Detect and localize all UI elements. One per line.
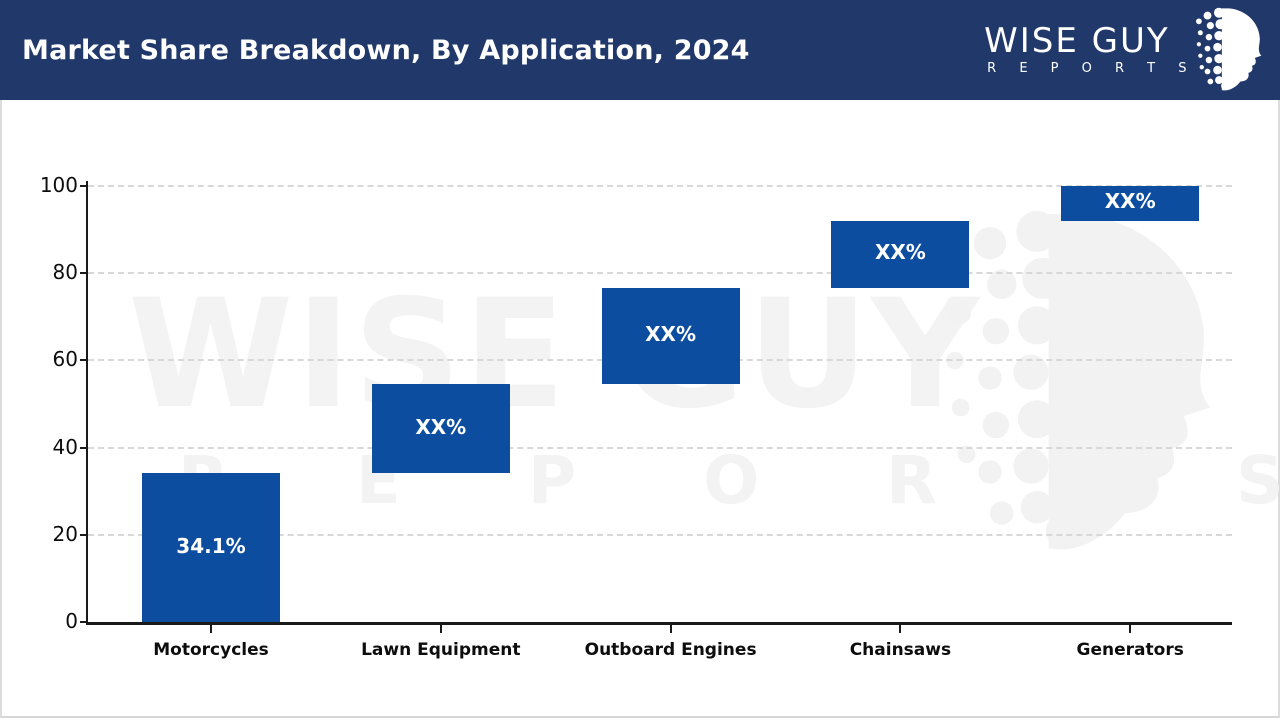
y-axis-label-40: 40 — [52, 434, 78, 459]
y-axis-tick-0 — [80, 621, 88, 623]
gridline-40 — [88, 446, 1232, 449]
x-axis-line — [86, 622, 1232, 625]
category-label-chainsaws: Chainsaws — [849, 640, 952, 660]
gridline-100 — [88, 185, 1232, 187]
bar-motorcycles — [142, 473, 280, 622]
y-axis-label-100: 100 — [39, 173, 78, 197]
page-title: Market Share Breakdown, By Application, … — [22, 34, 750, 66]
app-header: Market Share Breakdown, By Application, … — [0, 0, 1280, 100]
x-axis-tick-chainsaws — [899, 625, 902, 633]
gridline-20 — [88, 533, 1232, 536]
y-axis-tick-20 — [80, 533, 88, 536]
watermark-wordmark: WISE GUY — [128, 268, 982, 442]
wise-guy-logo: WISE GUY R E P O R T S — [984, 6, 1268, 94]
bar-label-generators: XX% — [1104, 189, 1156, 214]
y-axis-label-80: 80 — [52, 260, 78, 285]
gridline-80 — [88, 272, 1232, 275]
logo-wordmark: WISE GUY R E P O R T S — [984, 21, 1196, 76]
logo-wordmark-line1: WISE GUY — [984, 21, 1170, 62]
bar-chainsaws — [831, 220, 970, 288]
bar-label-chainsaws: XX% — [874, 240, 926, 265]
y-axis-label-60: 60 — [52, 347, 78, 372]
bar-lawn-equipment — [371, 384, 510, 474]
y-axis-tick-80 — [80, 272, 88, 275]
category-label-outboard-engines: Outboard Engines — [584, 640, 757, 660]
category-label-generators: Generators — [1076, 640, 1184, 660]
x-axis-tick-outboard-engines — [669, 625, 672, 633]
x-axis-tick-generators — [1129, 625, 1132, 633]
y-axis-label-0: 0 — [65, 609, 78, 633]
bar-generators — [1061, 186, 1200, 221]
y-axis-tick-60 — [80, 359, 88, 362]
watermark-face-icon — [943, 210, 1210, 550]
x-axis-tick-lawn-equipment — [439, 625, 442, 633]
category-label-lawn-equipment: Lawn Equipment — [361, 640, 521, 660]
y-axis-label-20: 20 — [52, 521, 78, 546]
wiseguy-face-icon — [1196, 7, 1262, 91]
y-axis-tick-40 — [80, 446, 88, 449]
bar-label-lawn-equipment: XX% — [415, 414, 467, 439]
bar-outboard-engines — [601, 287, 740, 385]
y-axis-tick-100 — [80, 185, 88, 187]
logo-wordmark-line2: R E P O R T S — [987, 60, 1196, 76]
bar-label-outboard-engines: XX% — [645, 321, 697, 346]
x-axis-tick-motorcycles — [210, 625, 212, 633]
bar-label-motorcycles: 34.1% — [176, 533, 246, 558]
category-label-motorcycles: Motorcycles — [153, 640, 269, 660]
y-axis-line — [86, 181, 88, 625]
